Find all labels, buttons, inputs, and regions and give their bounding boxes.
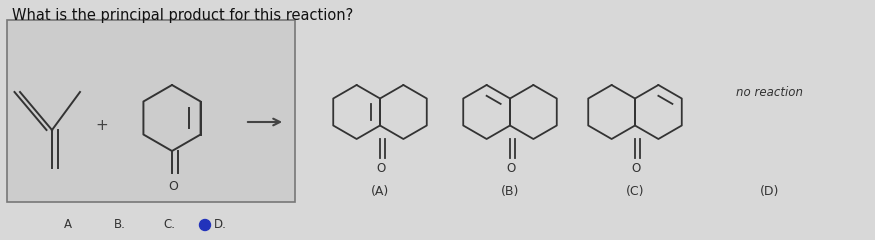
- Text: C.: C.: [164, 218, 176, 232]
- Text: O: O: [376, 162, 386, 175]
- Text: D.: D.: [214, 218, 227, 232]
- Text: O: O: [168, 180, 178, 193]
- Text: (A): (A): [371, 186, 389, 198]
- Text: B.: B.: [114, 218, 125, 232]
- Text: +: +: [95, 118, 108, 132]
- Circle shape: [200, 220, 211, 230]
- Text: O: O: [507, 162, 515, 175]
- Text: (D): (D): [760, 186, 780, 198]
- Text: no reaction: no reaction: [737, 85, 803, 98]
- Bar: [7, 20, 295, 202]
- Text: A: A: [64, 218, 72, 232]
- Text: O: O: [632, 162, 640, 175]
- Text: What is the principal product for this reaction?: What is the principal product for this r…: [12, 8, 354, 23]
- Text: (B): (B): [500, 186, 519, 198]
- Text: (C): (C): [626, 186, 644, 198]
